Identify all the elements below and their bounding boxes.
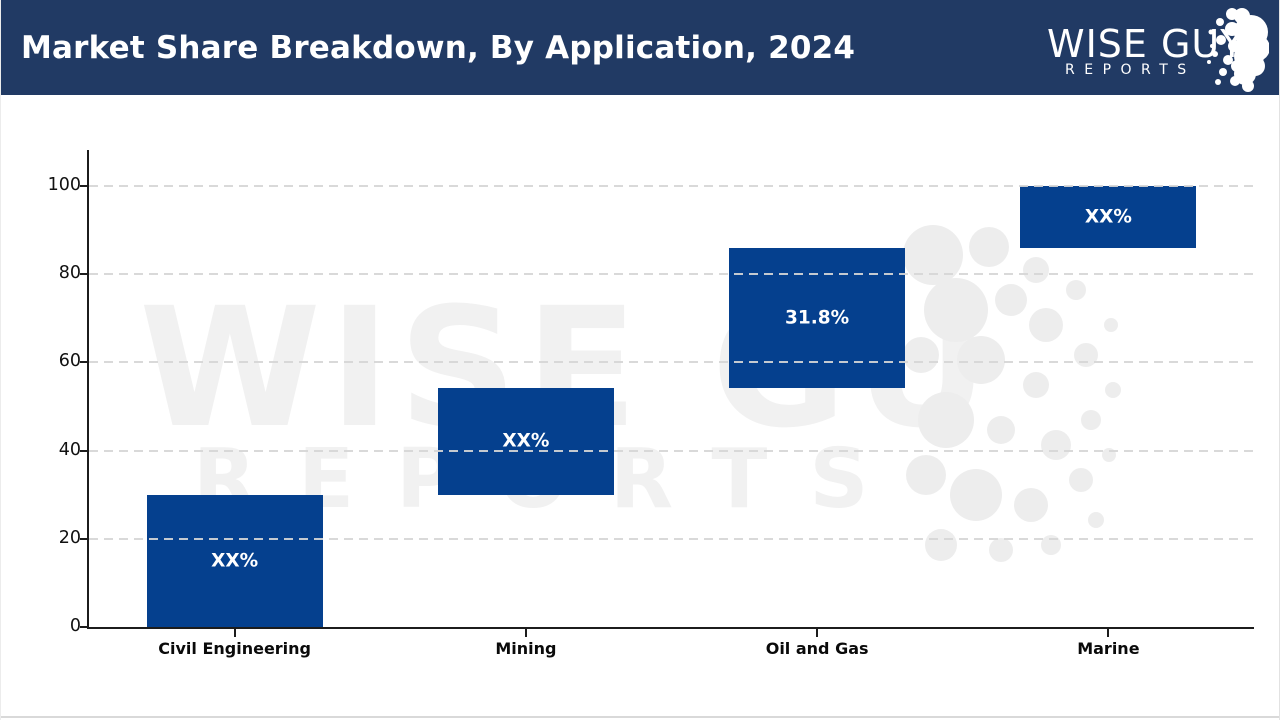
x-tick-label: Oil and Gas — [765, 639, 869, 658]
bar-marine — [1020, 186, 1197, 248]
bar-value-label: XX% — [1084, 206, 1132, 228]
gridline-80 — [89, 273, 1254, 276]
logo-wordmark: WISE GUY — [1047, 22, 1245, 66]
y-tick-label: 60 — [58, 351, 81, 372]
bar-value-label: XX% — [502, 430, 550, 452]
y-tick-mark — [80, 449, 87, 452]
bar-mining — [437, 387, 614, 495]
x-tick-mark — [524, 629, 527, 637]
dotted-head-icon — [1207, 8, 1269, 92]
y-tick-mark — [80, 361, 87, 364]
watermark-dotted-head-icon — [903, 225, 1121, 562]
y-tick-label: 80 — [58, 263, 81, 284]
bar-civil-engineering — [146, 494, 323, 627]
x-tick-label: Mining — [495, 639, 557, 658]
y-tick-mark — [80, 537, 87, 540]
x-tick-mark — [816, 629, 819, 637]
page-title: Market Share Breakdown, By Application, … — [21, 29, 856, 66]
x-tick-mark — [233, 629, 236, 637]
y-tick-label: 20 — [58, 527, 81, 548]
header-bar: Market Share Breakdown, By Application, … — [1, 0, 1279, 95]
x-axis — [87, 627, 1254, 629]
y-tick-label: 100 — [47, 175, 81, 196]
gridline-60 — [89, 361, 1254, 364]
y-axis — [87, 150, 89, 629]
y-tick-label: 40 — [58, 439, 81, 460]
gridline-100 — [89, 185, 1254, 187]
y-tick-mark — [80, 273, 87, 276]
wise-guy-reports-logo: WISE GUY REPORTS — [1009, 0, 1269, 95]
y-tick-mark — [80, 185, 87, 187]
plot-area: 0 20 40 60 80 100 XX% Civil Engineering XX% Minin… — [48, 150, 1254, 658]
bar-value-label: 31.8% — [785, 307, 850, 329]
gridline-40 — [89, 449, 1254, 452]
bar-value-label: XX% — [211, 550, 259, 572]
x-tick-label: Civil Engineering — [158, 639, 312, 658]
gridline-20 — [89, 537, 1254, 540]
logo-subtext: REPORTS — [1065, 62, 1196, 78]
bar-oil-and-gas — [729, 247, 906, 388]
y-tick-mark — [80, 626, 87, 628]
bottom-border-line — [1, 716, 1279, 718]
y-tick-label: 0 — [69, 616, 81, 637]
x-tick-mark — [1107, 629, 1110, 637]
x-tick-label: Marine — [1077, 639, 1140, 658]
